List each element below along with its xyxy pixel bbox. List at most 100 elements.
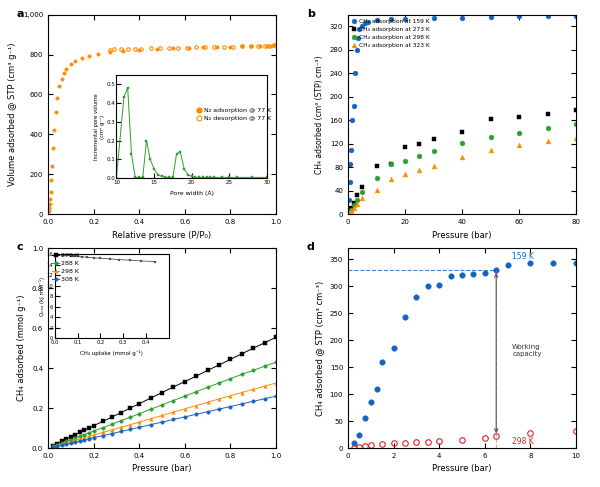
X-axis label: Pressure (bar): Pressure (bar)	[432, 465, 492, 473]
CH₄ adsorption at 159 K	[361, 20, 368, 26]
288 K	[170, 397, 177, 403]
CH₄ adsorption at 273 K	[347, 206, 355, 211]
308 K	[227, 404, 234, 410]
288 K	[76, 433, 83, 439]
CH₄ adsorption at 298 K	[416, 152, 423, 158]
288 K	[81, 432, 88, 438]
CH₄ adsorption at 273 K	[350, 200, 358, 206]
CH₄ adsorption at 323 K	[572, 135, 580, 141]
278 K	[215, 362, 223, 368]
CH₄ adsorption at 159 K	[350, 103, 358, 109]
CH₄ adsorption at 323 K	[359, 195, 366, 201]
CH₄ adsorption at 298 K	[359, 189, 366, 195]
278 K	[238, 351, 245, 356]
308 K	[118, 429, 125, 434]
CH₄ adsorption at 298 K	[347, 206, 355, 212]
288 K	[261, 363, 268, 369]
CH₄ adsorption at 273 K	[373, 163, 380, 169]
278 K	[85, 425, 92, 431]
288 K	[49, 444, 56, 450]
CH₄ adsorption at 159 K	[345, 208, 352, 214]
278 K	[261, 340, 268, 346]
CH₄ adsorption at 323 K	[353, 201, 360, 206]
Y-axis label: CH₄ adsorbed @ STP (cm³ cm⁻³): CH₄ adsorbed @ STP (cm³ cm⁻³)	[315, 281, 324, 416]
CH₄ adsorption at 273 K	[544, 112, 551, 117]
CH₄ adsorption at 273 K	[515, 114, 523, 120]
308 K	[170, 416, 177, 422]
308 K	[261, 396, 268, 402]
278 K	[99, 418, 106, 424]
CH₄ adsorption at 298 K	[487, 134, 494, 140]
CH₄ adsorption at 159 K	[387, 17, 394, 22]
308 K	[72, 439, 79, 445]
308 K	[272, 393, 280, 399]
288 K	[72, 435, 79, 441]
CH₄ adsorption at 159 K	[572, 13, 580, 19]
278 K	[108, 414, 115, 420]
CH₄ adsorption at 159 K	[364, 19, 371, 24]
278 K	[181, 378, 188, 384]
Text: c: c	[16, 243, 23, 252]
308 K	[193, 412, 200, 417]
288 K	[250, 368, 257, 374]
308 K	[85, 436, 92, 442]
298 K	[67, 439, 74, 445]
CH₄ adsorption at 159 K	[544, 14, 551, 19]
278 K	[193, 373, 200, 379]
278 K	[136, 401, 143, 407]
CH₄ adsorption at 323 K	[373, 187, 380, 192]
278 K	[62, 436, 70, 442]
CH₄ adsorption at 273 K	[346, 208, 353, 214]
CH₄ adsorption at 273 K	[430, 136, 437, 142]
Y-axis label: CH₄ adsorbed (cm³ (STP) cm⁻³): CH₄ adsorbed (cm³ (STP) cm⁻³)	[315, 55, 324, 174]
278 K	[53, 441, 61, 447]
288 K	[181, 393, 188, 399]
Line: CH₄ adsorption at 273 K: CH₄ adsorption at 273 K	[346, 107, 578, 216]
CH₄ adsorption at 323 K	[416, 167, 423, 172]
308 K	[136, 424, 143, 430]
X-axis label: Relative pressure (P/P₀): Relative pressure (P/P₀)	[112, 231, 212, 240]
308 K	[58, 442, 65, 448]
288 K	[62, 438, 70, 444]
CH₄ adsorption at 298 K	[544, 125, 551, 131]
288 K	[85, 430, 92, 436]
CH₄ adsorption at 159 K	[359, 23, 366, 29]
288 K	[118, 418, 125, 424]
298 K	[215, 396, 223, 402]
CH₄ adsorption at 323 K	[350, 206, 358, 211]
CH₄ adsorption at 323 K	[346, 210, 353, 216]
CH₄ adsorption at 159 K	[347, 147, 355, 152]
288 K	[215, 380, 223, 386]
308 K	[90, 435, 97, 441]
CH₄ adsorption at 323 K	[347, 208, 355, 214]
CH₄ adsorption at 273 K	[387, 161, 394, 167]
X-axis label: Pressure (bar): Pressure (bar)	[132, 465, 192, 473]
308 K	[238, 401, 245, 407]
288 K	[158, 402, 166, 408]
CH₄ adsorption at 159 K	[356, 26, 363, 32]
CH₄ adsorption at 298 K	[353, 197, 360, 203]
298 K	[193, 403, 200, 409]
278 K	[49, 443, 56, 449]
288 K	[204, 384, 211, 390]
298 K	[76, 436, 83, 442]
298 K	[261, 383, 268, 389]
298 K	[272, 380, 280, 386]
298 K	[250, 386, 257, 392]
Line: CH₄ adsorption at 159 K: CH₄ adsorption at 159 K	[346, 13, 578, 214]
CH₄ adsorption at 159 K	[346, 197, 353, 203]
CH₄ adsorption at 273 K	[359, 184, 366, 189]
298 K	[108, 427, 115, 433]
288 K	[147, 406, 154, 412]
CH₄ adsorption at 159 K	[515, 14, 523, 19]
Text: 159 K: 159 K	[512, 252, 534, 261]
298 K	[118, 424, 125, 430]
298 K	[238, 390, 245, 395]
CH₄ adsorption at 273 K	[458, 129, 466, 135]
CH₄ adsorption at 159 K	[347, 161, 354, 167]
CH₄ adsorption at 298 K	[345, 211, 352, 217]
278 K	[272, 334, 280, 340]
308 K	[108, 431, 115, 436]
CH₄ adsorption at 273 K	[345, 210, 352, 216]
Line: CH₄ adsorption at 298 K: CH₄ adsorption at 298 K	[346, 121, 578, 216]
